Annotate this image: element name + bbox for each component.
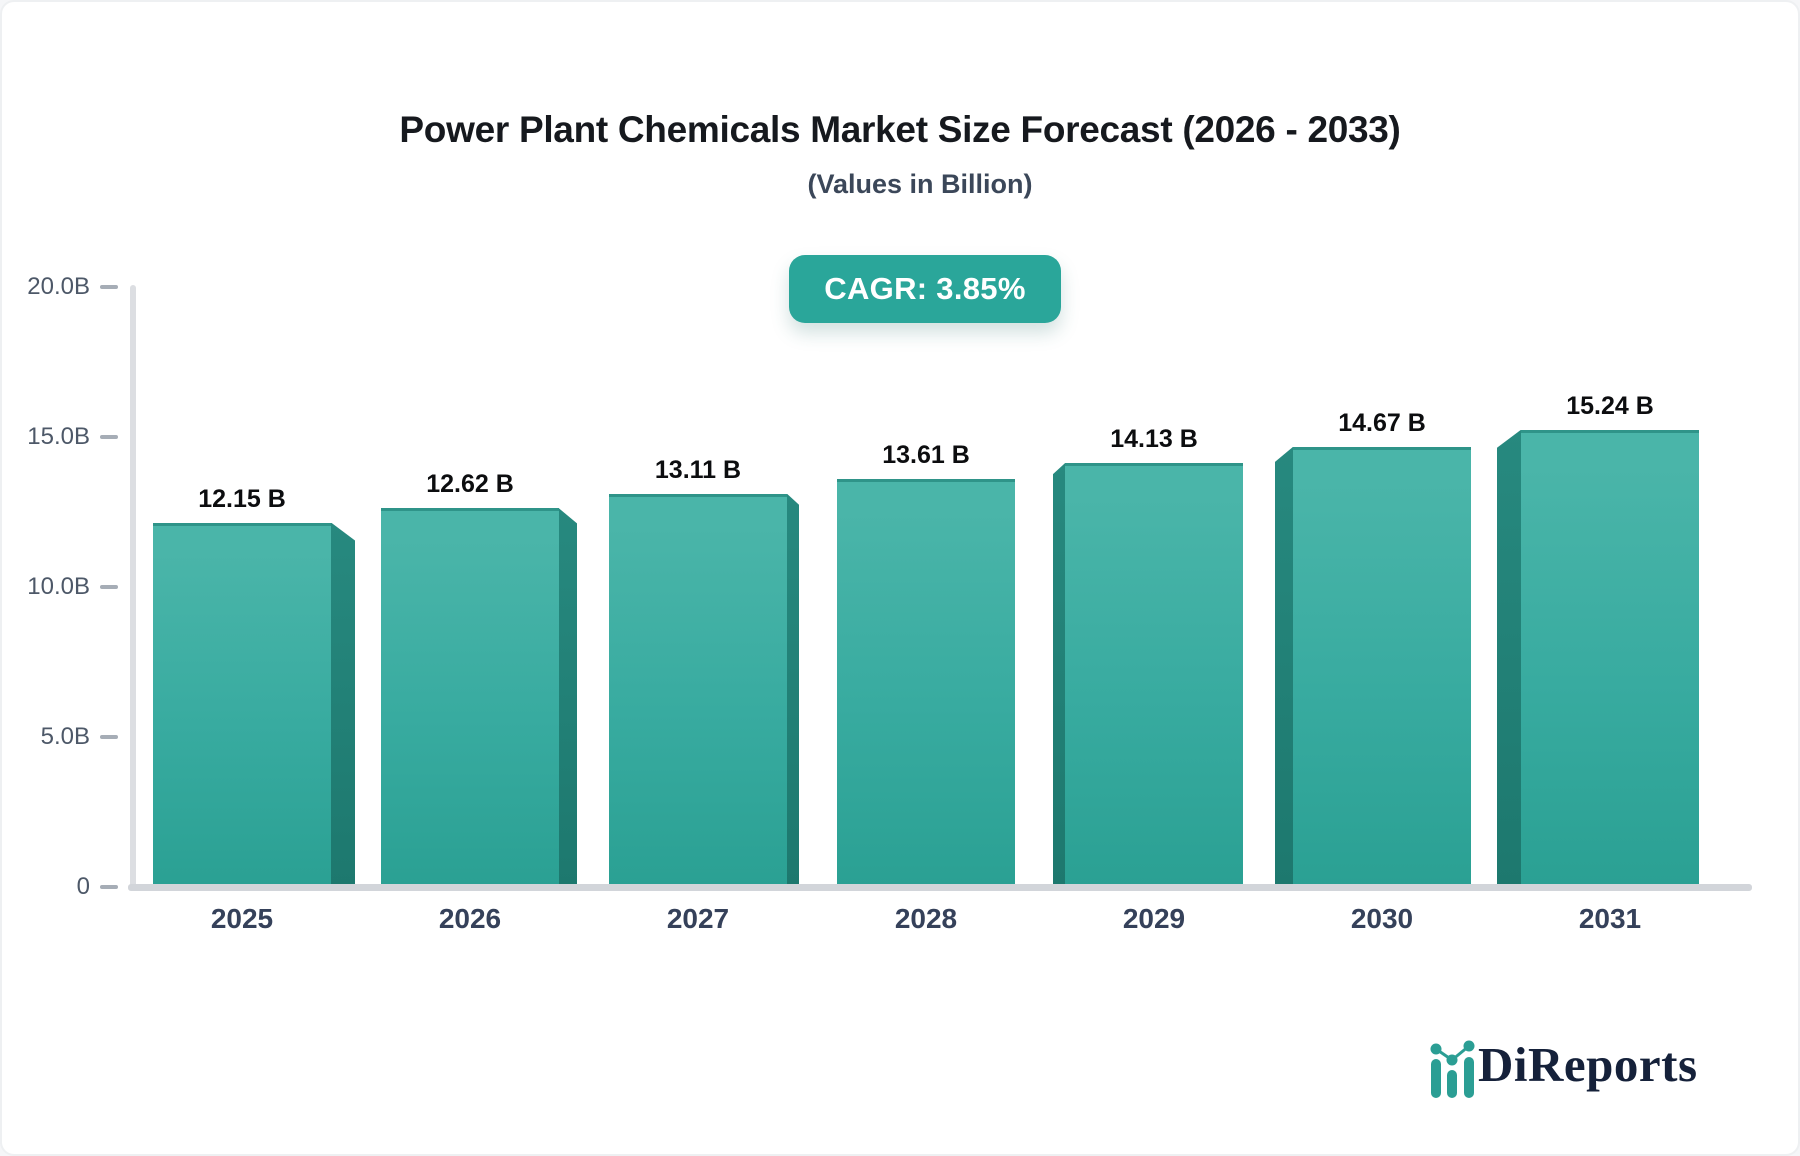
x-axis-baseline <box>128 884 1752 891</box>
bar-value-label: 12.62 B <box>426 470 514 499</box>
mini-bar-chart-logo-icon <box>1430 1040 1475 1098</box>
y-axis-line <box>130 285 136 891</box>
cagr-badge-label: CAGR: 3.85% <box>824 271 1026 306</box>
bar-value-label: 13.11 B <box>654 455 742 484</box>
bar-side-face <box>787 493 799 890</box>
x-axis-label: 2031 <box>1578 903 1642 934</box>
bar <box>153 522 331 890</box>
cagr-badge: CAGR: 3.85% <box>789 255 1061 323</box>
bar-side-face <box>1497 429 1521 890</box>
y-axis-tick-label: 15.0B <box>27 423 90 450</box>
x-axis-label: 2029 <box>1122 903 1186 934</box>
y-axis-tick-mark <box>100 735 118 739</box>
y-axis-tick-label: 0 <box>76 873 90 900</box>
x-axis-label: 2030 <box>1350 903 1414 934</box>
y-axis-tick-mark <box>100 585 118 589</box>
bar-side-face <box>1053 463 1065 890</box>
bar <box>609 493 787 890</box>
bar <box>1065 463 1243 890</box>
chart-subtitle: (Values in Billion) <box>807 169 1033 199</box>
y-axis-tick-mark <box>100 285 118 289</box>
bar-side-face <box>1275 446 1293 890</box>
y-axis-tick-mark <box>100 885 118 889</box>
bar-side-face <box>559 508 577 890</box>
bar-value-label: 12.15 B <box>198 484 286 513</box>
bar <box>837 478 1015 890</box>
bar <box>1521 429 1699 890</box>
bar <box>1293 446 1471 890</box>
bar-value-label: 14.13 B <box>1110 425 1198 454</box>
bar-value-label: 13.61 B <box>882 440 970 469</box>
bar-value-label: 15.24 B <box>1566 391 1654 420</box>
bar <box>381 508 559 890</box>
x-axis-label: 2026 <box>438 903 502 934</box>
y-axis-tick-mark <box>100 435 118 439</box>
bar-value-label: 14.67 B <box>1338 408 1426 437</box>
y-axis-tick-label: 20.0B <box>27 273 90 300</box>
x-axis-label: 2028 <box>894 903 958 934</box>
brand-watermark: DiReports <box>1429 1036 1759 1106</box>
brand-name: DiReports <box>1478 1037 1698 1092</box>
x-axis-label: 2027 <box>666 903 730 934</box>
y-axis-tick-label: 10.0B <box>27 573 90 600</box>
bar-side-face <box>331 522 355 890</box>
chart-title: Power Plant Chemicals Market Size Foreca… <box>399 109 1401 150</box>
x-axis-label: 2025 <box>210 903 274 934</box>
y-axis-tick-label: 5.0B <box>40 723 90 750</box>
